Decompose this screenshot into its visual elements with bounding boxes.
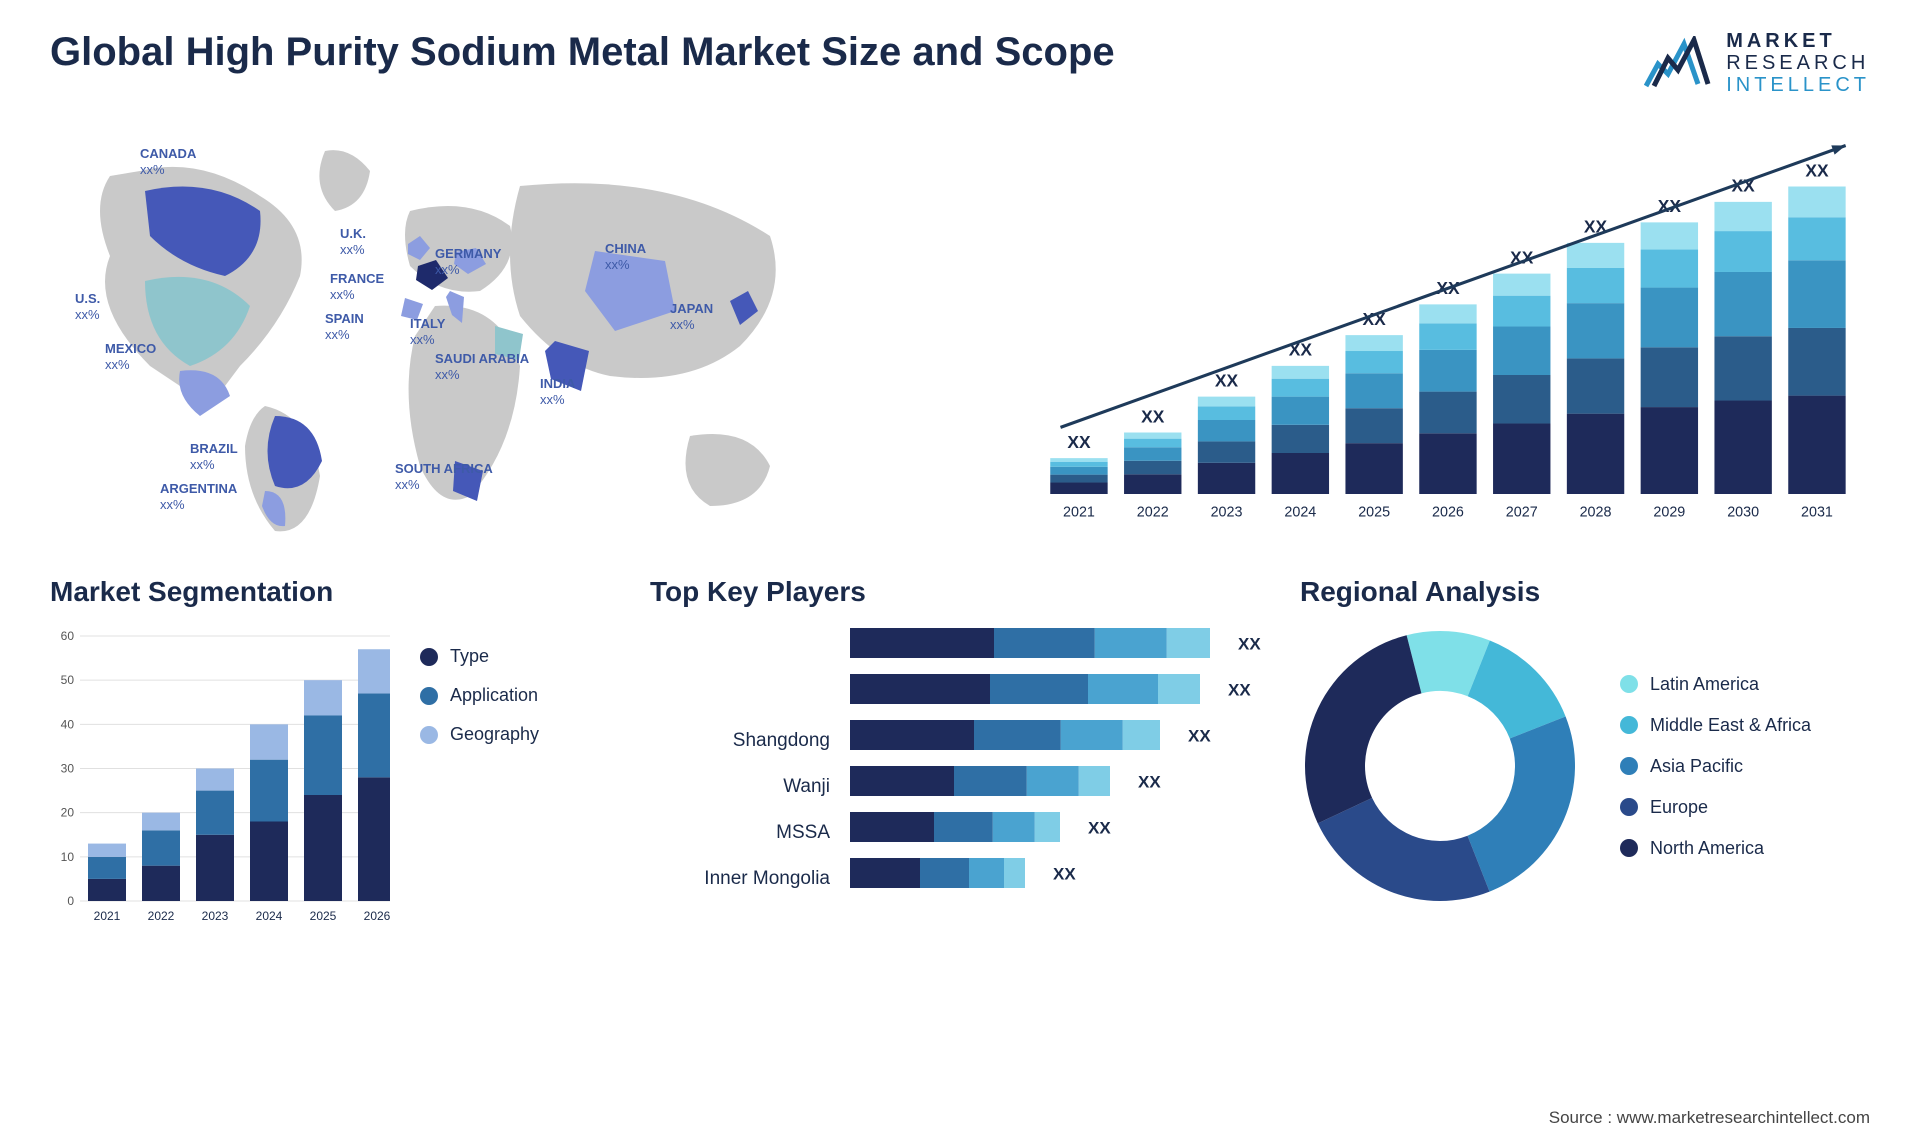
svg-text:XX: XX [1138,773,1161,792]
legend-item: Asia Pacific [1620,756,1811,777]
svg-text:XX: XX [1067,432,1091,452]
svg-text:XX: XX [1228,681,1251,700]
svg-text:2023: 2023 [202,909,229,923]
map-label: CHINAxx% [605,241,646,272]
segmentation-legend: Type Application Geography [420,646,539,926]
source-text: Source : www.marketresearchintellect.com [1549,1108,1870,1128]
logo-line3: INTELLECT [1726,74,1870,96]
legend-item: Middle East & Africa [1620,715,1811,736]
legend-item: North America [1620,838,1811,859]
regional-legend: Latin America Middle East & Africa Asia Pa… [1620,674,1811,859]
map-label: GERMANYxx% [435,246,501,277]
legend-item: Geography [420,724,539,745]
svg-text:2024: 2024 [256,909,283,923]
svg-text:XX: XX [1141,406,1165,426]
svg-text:2028: 2028 [1580,505,1612,521]
svg-text:2030: 2030 [1727,505,1759,521]
regional-title: Regional Analysis [1300,576,1870,608]
player-label: Inner Mongolia [650,856,830,902]
svg-text:XX: XX [1805,160,1829,180]
map-label: SPAINxx% [325,311,364,342]
map-label: BRAZILxx% [190,441,238,472]
svg-text:XX: XX [1088,819,1111,838]
player-label [650,626,830,672]
segmentation-panel: Market Segmentation 0 10 20 30 40 50 60 2021 202… [50,576,620,926]
logo-icon [1644,36,1714,91]
player-label: Shangdong [650,718,830,764]
svg-text:10: 10 [61,850,75,864]
logo-line2: RESEARCH [1726,52,1870,74]
svg-text:40: 40 [61,717,75,731]
regional-donut [1300,626,1580,906]
svg-text:2023: 2023 [1211,505,1243,521]
map-label: JAPANxx% [670,301,713,332]
player-label [650,672,830,718]
svg-text:XX: XX [1238,635,1261,654]
map-label: SOUTH AFRICAxx% [395,461,493,492]
svg-text:60: 60 [61,629,75,643]
map-label: U.K.xx% [340,226,366,257]
svg-text:2022: 2022 [148,909,175,923]
map-label: ARGENTINAxx% [160,481,237,512]
svg-text:0: 0 [67,894,74,908]
svg-text:2021: 2021 [1063,505,1095,521]
legend-item: Europe [1620,797,1811,818]
svg-text:2025: 2025 [310,909,337,923]
players-chart: XX XX XX XX XX XX [850,626,1270,906]
brand-logo: MARKET RESEARCH INTELLECT [1644,30,1870,96]
svg-text:2021: 2021 [94,909,121,923]
map-label: FRANCExx% [330,271,384,302]
map-label: MEXICOxx% [105,341,156,372]
svg-text:XX: XX [1215,370,1239,390]
regional-panel: Regional Analysis Latin America Middle Ea… [1300,576,1870,926]
player-label: Wanji [650,764,830,810]
svg-text:20: 20 [61,806,75,820]
svg-text:2022: 2022 [1137,505,1169,521]
svg-text:2024: 2024 [1284,505,1316,521]
map-label: U.S.xx% [75,291,100,322]
svg-text:50: 50 [61,673,75,687]
svg-text:2027: 2027 [1506,505,1538,521]
svg-text:XX: XX [1053,865,1076,884]
forecast-chart: XX2021XX2022XX2023XX2024XX2025XX2026XX20… [1030,116,1870,536]
svg-text:30: 30 [61,762,75,776]
svg-text:2029: 2029 [1653,505,1685,521]
legend-item: Type [420,646,539,667]
map-label: CANADAxx% [140,146,196,177]
svg-text:2031: 2031 [1801,505,1833,521]
map-label: ITALYxx% [410,316,445,347]
svg-text:2026: 2026 [364,909,390,923]
svg-text:2026: 2026 [1432,505,1464,521]
players-title: Top Key Players [650,576,1270,608]
svg-text:XX: XX [1188,727,1211,746]
player-label: MSSA [650,810,830,856]
map-label: INDIAxx% [540,376,575,407]
page-title: Global High Purity Sodium Metal Market S… [50,30,1115,75]
players-panel: Top Key Players ShangdongWanjiMSSAInner … [650,576,1270,926]
legend-item: Application [420,685,539,706]
legend-item: Latin America [1620,674,1811,695]
world-map: CANADAxx% U.S.xx%MEXICOxx% BRAZILxx% ARGENT… [50,116,990,536]
segmentation-chart: 0 10 20 30 40 50 60 2021 2022 2023 2024 2025 2026 [50,626,390,926]
map-label: SAUDI ARABIAxx% [435,351,529,382]
segmentation-title: Market Segmentation [50,576,620,608]
logo-line1: MARKET [1726,30,1870,52]
players-labels: ShangdongWanjiMSSAInner Mongolia [650,626,830,912]
svg-text:2025: 2025 [1358,505,1390,521]
